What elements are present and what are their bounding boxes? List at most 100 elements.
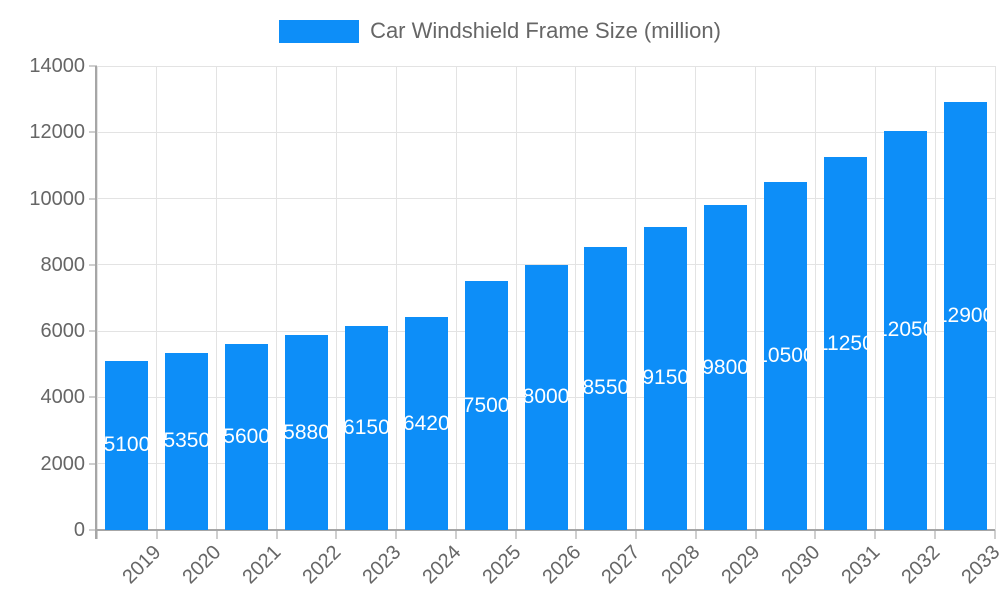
gridline-vertical [96,66,98,530]
x-axis-line [97,529,995,531]
y-tick-label: 6000 [40,320,86,343]
bar-value-label: 8550 [584,376,628,400]
y-tick-label: 0 [73,519,85,541]
x-axis-tick [994,530,996,539]
gridline-vertical [335,66,337,530]
bar-value-label: 5880 [285,420,329,444]
gridline-vertical [575,66,577,530]
x-tick-label: 2025 [477,541,525,589]
bar-2026: 8000 [524,264,568,530]
x-tick-label: 2028 [657,541,705,589]
x-tick-label: 2023 [358,541,406,589]
x-tick-label: 2022 [298,541,346,589]
bar-value-label: 8000 [524,385,568,409]
bar-2032: 12050 [883,130,927,530]
y-axis-line [95,66,97,539]
gridline-vertical [814,66,816,530]
x-axis-tick [874,530,877,539]
bar-2024: 6420 [404,317,448,530]
bar-value-label: 9150 [644,366,688,390]
x-axis-tick [395,530,398,539]
bar-2030: 10500 [763,182,807,530]
bar-value-label: 9800 [704,355,748,379]
x-tick-label: 2033 [956,541,1000,589]
gridline-vertical [395,66,397,530]
gridline-vertical [755,66,757,530]
x-axis-tick [515,530,518,539]
x-tick-label: 2021 [238,541,286,589]
x-tick-label: 2026 [537,541,585,589]
y-tick-label: 8000 [40,253,86,276]
x-tick-label: 2029 [717,541,765,589]
bar-2023: 6150 [344,326,388,530]
x-axis-tick [335,530,338,539]
bar-2031: 11250 [823,157,867,530]
bar-value-label: 7500 [464,393,508,417]
gridline-vertical [934,66,936,530]
bar-2028: 9150 [644,226,688,530]
x-tick-label: 2030 [777,541,825,589]
x-tick-label: 2020 [178,541,226,589]
x-axis-tick [96,530,98,539]
y-tick-label: 12000 [29,121,85,144]
y-axis-tick [89,462,97,465]
x-axis-tick [215,530,218,539]
bar-value-label: 12900 [944,304,987,328]
bar-2021: 5600 [225,344,269,530]
x-axis-tick [694,530,697,539]
bar-value-label: 10500 [764,344,807,367]
bar-value-label: 6150 [344,416,388,440]
bar-2033: 12900 [943,102,987,530]
bar-2029: 9800 [704,205,748,530]
bar-2019: 5100 [105,360,149,530]
gridline-vertical [695,66,697,530]
bar-value-label: 12050 [884,318,927,342]
x-axis-tick [155,530,158,539]
gridline-vertical [216,66,218,530]
bar-2022: 5880 [285,335,329,530]
gridline-horizontal [97,131,995,133]
y-axis-tick [89,65,97,67]
y-axis-tick [89,131,97,134]
bar-2027: 8550 [584,246,628,530]
x-axis-tick [574,530,577,539]
bar-value-label: 11250 [824,331,867,355]
x-axis-tick [275,530,278,539]
bar-2020: 5350 [165,352,209,530]
gridline-vertical [276,66,278,530]
bar-value-label: 5100 [105,433,149,457]
legend[interactable]: Car Windshield Frame Size (million) [0,18,1000,44]
y-tick-label: 10000 [29,187,85,210]
x-axis-tick [455,530,458,539]
y-axis-tick [89,529,97,531]
x-tick-label: 2032 [897,541,945,589]
x-tick-label: 2019 [118,541,166,589]
y-tick-label: 14000 [29,55,85,77]
gridline-vertical [635,66,637,530]
x-axis-tick [934,530,937,539]
x-tick-label: 2024 [418,541,466,589]
gridline-vertical [515,66,517,530]
bar-value-label: 6420 [404,411,448,435]
gridline-vertical [455,66,457,530]
y-tick-label: 2000 [40,452,86,475]
y-axis-tick [89,396,97,399]
legend-swatch[interactable] [279,19,360,43]
gridline-horizontal [97,198,995,200]
x-tick-label: 2027 [597,541,645,589]
y-axis-tick [89,263,97,266]
bar-value-label: 5350 [165,429,209,453]
gridline-vertical [156,66,158,530]
y-tick-label: 4000 [40,386,86,409]
y-axis-tick [89,197,97,200]
gridline-horizontal [97,65,995,67]
legend-label[interactable]: Car Windshield Frame Size (million) [370,18,721,43]
x-tick-label: 2031 [837,541,885,589]
x-axis-tick [814,530,817,539]
gridline-vertical [994,66,996,530]
x-axis-tick [754,530,757,539]
x-axis-tick [634,530,637,539]
y-axis-tick [89,330,97,333]
